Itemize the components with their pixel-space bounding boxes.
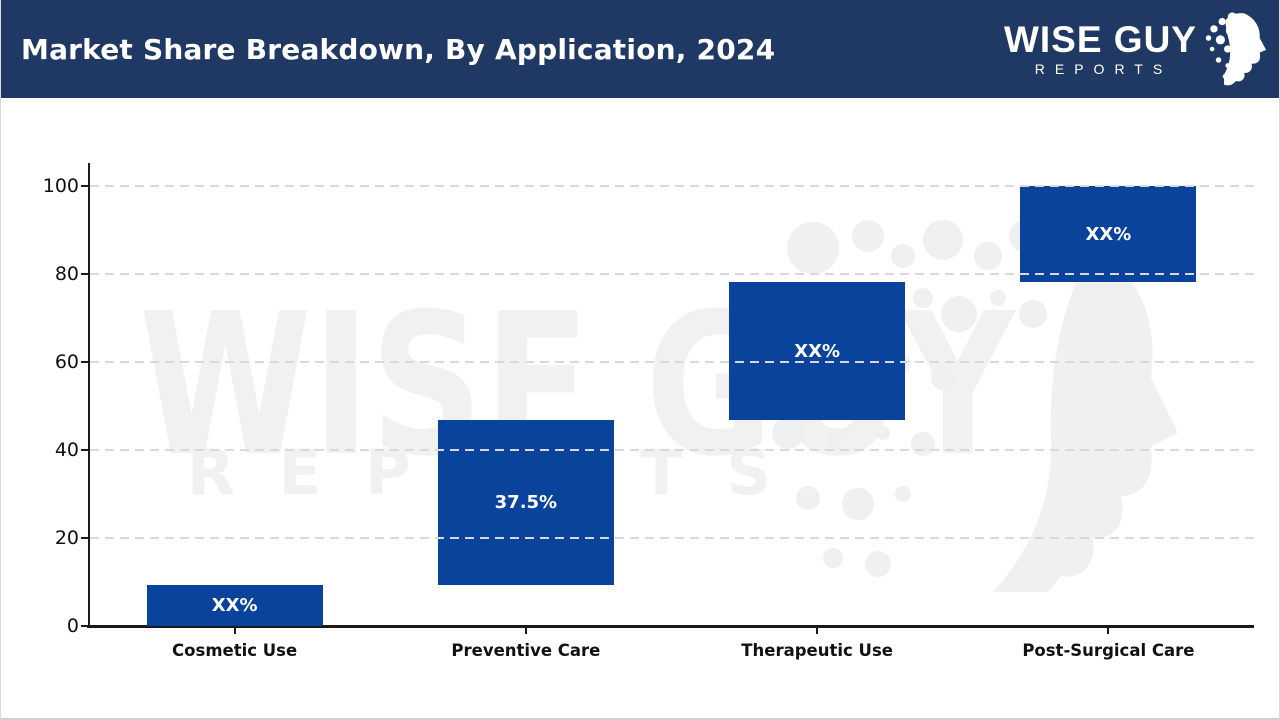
y-axis-tick-label: 60 [54,351,79,373]
x-tick-mark [816,628,819,634]
bar-preventive-care: 37.5% [437,419,614,585]
y-tick-mark [81,537,89,539]
category-label: Therapeutic Use [741,641,893,660]
bar-value-label: XX% [1085,223,1132,245]
gridline-60 [90,361,1254,363]
y-tick-mark [81,449,89,451]
header: Market Share Breakdown, By Application, … [1,0,1279,98]
bar-therapeutic-use: XX% [729,282,906,420]
x-tick-mark [524,628,527,634]
gridline-20 [90,537,1254,539]
y-axis-tick-label: 40 [54,439,79,461]
y-axis-tick-label: 20 [54,527,79,549]
gridline-100 [90,185,1254,187]
y-axis-tick-label: 0 [66,615,79,637]
wiseguy-logo: WISE GUY REPORTS [1004,8,1267,90]
x-axis-line [87,625,1254,628]
y-axis-tick-label: 100 [42,175,79,197]
x-tick-mark [233,628,236,634]
bar-value-label: XX% [794,340,841,362]
bar-post-surgical-care: XX% [1020,186,1197,283]
y-tick-mark [81,185,89,187]
gridline-80 [90,273,1254,275]
bar-cosmetic-use: XX% [146,584,323,626]
bar-value-label: XX% [211,594,258,616]
category-label: Post-Surgical Care [1022,641,1195,660]
x-tick-mark [1107,628,1110,634]
logo-brand-text: WISE GUY [1003,19,1197,60]
logo-subtext: REPORTS [1034,61,1173,77]
y-tick-mark [81,273,89,275]
y-axis-line [88,163,90,628]
logo-face-icon [1205,12,1267,86]
y-tick-mark [81,625,89,627]
y-axis-tick-label: 80 [54,263,79,285]
page-title: Market Share Breakdown, By Application, … [21,32,776,66]
gridline-40 [90,449,1254,451]
bar-value-label: 37.5% [494,491,558,513]
category-label: Cosmetic Use [172,641,298,660]
y-tick-mark [81,361,89,363]
category-label: Preventive Care [451,641,601,660]
